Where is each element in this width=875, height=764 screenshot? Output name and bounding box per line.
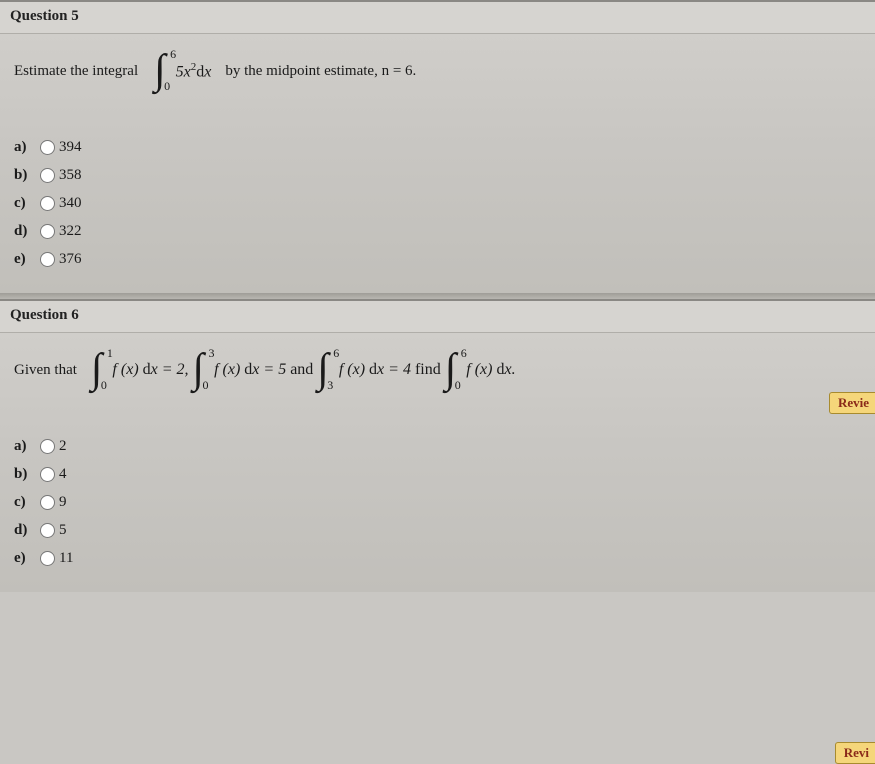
option-letter: c) (14, 494, 34, 511)
integral-sign-icon: ∫ 6 0 (154, 54, 166, 88)
option-value: 4 (59, 466, 67, 483)
option-value: 394 (59, 139, 82, 156)
option-value: 322 (59, 223, 82, 240)
option-letter: d) (14, 522, 34, 539)
q5-options: a) 394 b) 358 c) 340 d) 322 e) 376 (0, 124, 875, 289)
option-value: 340 (59, 195, 82, 212)
q6-integral-3: ∫ 6 3 f (x) dx = 4 find (317, 353, 440, 387)
q6-prompt-before: Given that (14, 362, 77, 379)
q5-radio-e[interactable] (40, 252, 55, 267)
q6-option-b[interactable]: b) 4 (14, 466, 861, 483)
q5-integrand: 5x2dx (176, 61, 212, 81)
review-tab-q5[interactable]: Revie (829, 392, 875, 414)
q5-radio-c[interactable] (40, 196, 55, 211)
q5-prompt-after: by the midpoint estimate, n = 6. (225, 63, 416, 80)
q6-radio-d[interactable] (40, 523, 55, 538)
question-6-body: Given that ∫ 1 0 f (x) dx = 2, ∫ 3 0 f (… (0, 333, 875, 423)
integral-sign-icon: ∫ 6 0 (445, 353, 457, 387)
q5-integral: ∫ 6 0 5x2dx (154, 54, 211, 88)
q6-option-e[interactable]: e) 11 (14, 550, 861, 567)
question-5-block: Question 5 Estimate the integral ∫ 6 0 5… (0, 0, 875, 293)
q6-int4-upper: 6 (461, 349, 467, 359)
option-value: 376 (59, 251, 82, 268)
question-5-body: Estimate the integral ∫ 6 0 5x2dx by the… (0, 34, 875, 124)
q5-int-lower: 0 (164, 82, 170, 92)
option-value: 2 (59, 438, 67, 455)
q6-int4-lower: 0 (455, 381, 461, 391)
question-6-prompt: Given that ∫ 1 0 f (x) dx = 2, ∫ 3 0 f (… (14, 345, 861, 395)
q5-radio-a[interactable] (40, 140, 55, 155)
integral-sign-icon: ∫ 1 0 (91, 353, 103, 387)
q6-int4-integrand: f (x) dx. (466, 361, 515, 379)
q6-option-d[interactable]: d) 5 (14, 522, 861, 539)
q6-integral-4: ∫ 6 0 f (x) dx. (445, 353, 516, 387)
q5-option-b[interactable]: b) 358 (14, 167, 861, 184)
q5-option-c[interactable]: c) 340 (14, 195, 861, 212)
option-letter: a) (14, 139, 34, 156)
q6-int3-lower: 3 (327, 381, 333, 391)
option-letter: a) (14, 438, 34, 455)
integral-sign-icon: ∫ 6 3 (317, 353, 329, 387)
option-value: 358 (59, 167, 82, 184)
q6-radio-a[interactable] (40, 439, 55, 454)
q6-radio-c[interactable] (40, 495, 55, 510)
q5-option-a[interactable]: a) 394 (14, 139, 861, 156)
option-letter: e) (14, 550, 34, 567)
integral-sign-icon: ∫ 3 0 (193, 353, 205, 387)
q6-radio-e[interactable] (40, 551, 55, 566)
option-letter: e) (14, 251, 34, 268)
q6-int2-upper: 3 (209, 349, 215, 359)
option-value: 5 (59, 522, 67, 539)
option-letter: b) (14, 167, 34, 184)
q6-option-a[interactable]: a) 2 (14, 438, 861, 455)
q6-integral-2: ∫ 3 0 f (x) dx = 5 and (193, 353, 314, 387)
q6-int1-integrand: f (x) dx = 2, (112, 361, 188, 379)
option-value: 9 (59, 494, 67, 511)
q6-int2-lower: 0 (203, 381, 209, 391)
option-letter: c) (14, 195, 34, 212)
q5-int-upper: 6 (170, 50, 176, 60)
q5-option-e[interactable]: e) 376 (14, 251, 861, 268)
question-5-prompt: Estimate the integral ∫ 6 0 5x2dx by the… (14, 46, 861, 96)
q6-options: a) 2 b) 4 c) 9 d) 5 e) 11 (0, 423, 875, 588)
q5-option-d[interactable]: d) 322 (14, 223, 861, 240)
q5-radio-b[interactable] (40, 168, 55, 183)
q6-integral-1: ∫ 1 0 f (x) dx = 2, (91, 353, 189, 387)
q6-int3-integrand: f (x) dx = 4 find (339, 361, 441, 379)
option-value: 11 (59, 550, 73, 567)
q5-prompt-before: Estimate the integral (14, 63, 138, 80)
q6-int2-integrand: f (x) dx = 5 and (214, 361, 313, 379)
question-6-block: Question 6 Given that ∫ 1 0 f (x) dx = 2… (0, 299, 875, 592)
q6-int3-upper: 6 (333, 349, 339, 359)
q5-radio-d[interactable] (40, 224, 55, 239)
q6-int1-lower: 0 (101, 381, 107, 391)
q6-radio-b[interactable] (40, 467, 55, 482)
question-6-header: Question 6 (0, 301, 875, 333)
question-5-header: Question 5 (0, 2, 875, 34)
q6-int1-upper: 1 (107, 349, 113, 359)
review-tab-q6[interactable]: Revi (835, 742, 875, 764)
option-letter: d) (14, 223, 34, 240)
option-letter: b) (14, 466, 34, 483)
q6-option-c[interactable]: c) 9 (14, 494, 861, 511)
